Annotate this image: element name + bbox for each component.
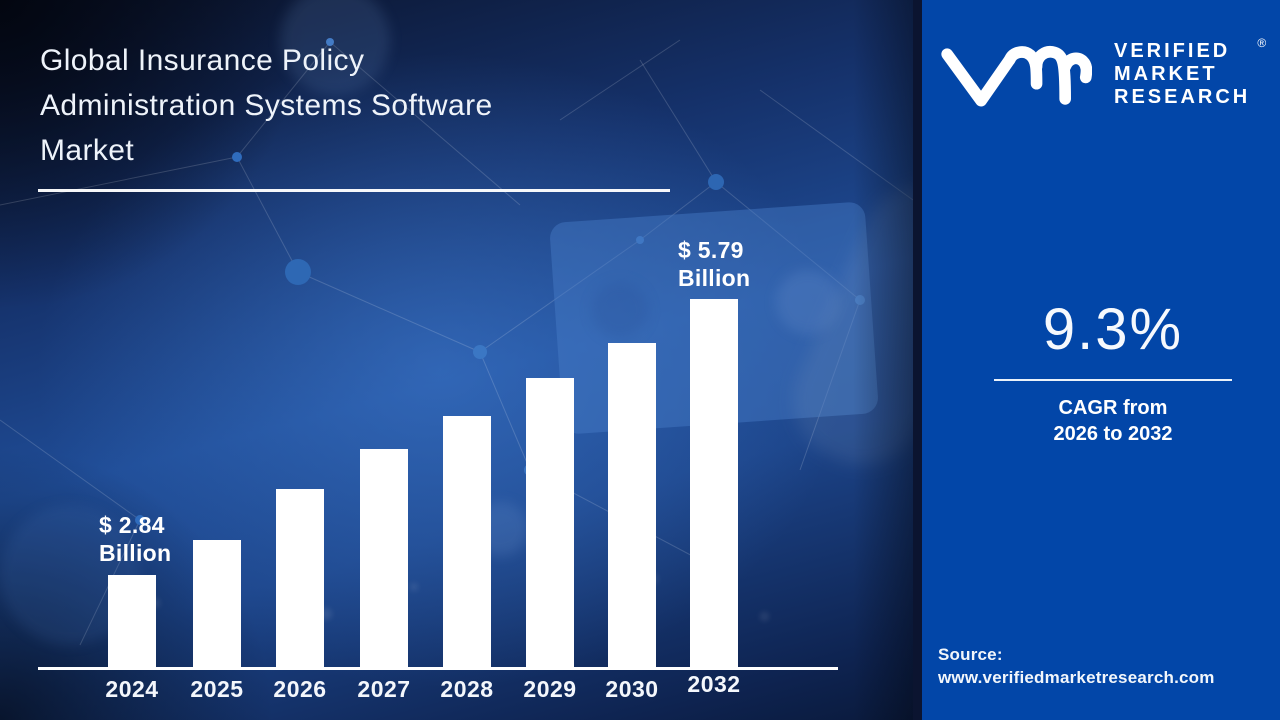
brand-word: RESEARCH xyxy=(1114,86,1251,108)
bar-2028 xyxy=(443,416,491,667)
brand-logo: VERIFIED MARKET RESEARCH ® xyxy=(940,36,1266,112)
x-axis-line xyxy=(38,667,838,670)
x-axis-label-2032: 2032 xyxy=(687,671,741,697)
x-axis-label-2026: 2026 xyxy=(273,676,327,702)
source-label: Source: xyxy=(938,645,1003,664)
page-title-line: Global Insurance Policy xyxy=(40,44,365,77)
bar-2029 xyxy=(526,378,574,667)
cagr-divider xyxy=(994,379,1232,381)
page-title-line: Market xyxy=(40,134,135,167)
x-axis-label-2025: 2025 xyxy=(190,676,244,702)
first-bar-value-amount: $ 2.84 xyxy=(99,512,165,538)
sidebar: VERIFIED MARKET RESEARCH ® 9.3% CAGR fro… xyxy=(913,0,1280,720)
bar-2024 xyxy=(108,575,156,667)
bokeh-dot xyxy=(410,583,418,591)
soft-circle-decoration xyxy=(280,0,390,95)
brand-wordmark: VERIFIED MARKET RESEARCH ® xyxy=(1114,36,1266,109)
x-axis-label-2029: 2029 xyxy=(523,676,577,702)
bar-2030 xyxy=(608,343,656,667)
bar-2032 xyxy=(690,299,738,667)
x-axis-label-2030: 2030 xyxy=(605,676,659,702)
cagr-caption-line: CAGR from xyxy=(1058,397,1168,419)
page-title: Global Insurance Policy Administration S… xyxy=(40,38,493,173)
last-bar-value-label: $ 5.79 Billion xyxy=(678,236,750,292)
title-underline xyxy=(38,189,670,192)
cagr-block: 9.3% CAGR from 2026 to 2032 xyxy=(946,296,1280,447)
brand-word: VERIFIED xyxy=(1114,40,1231,62)
source-url: www.verifiedmarketresearch.com xyxy=(938,668,1215,687)
brand-word: MARKET xyxy=(1114,63,1218,85)
cagr-value: 9.3% xyxy=(1042,297,1184,362)
first-bar-value-label: $ 2.84 Billion xyxy=(99,511,171,567)
registered-trademark-icon: ® xyxy=(1257,36,1267,50)
page-title-line: Administration Systems Software xyxy=(40,89,493,122)
bar-2025 xyxy=(193,540,241,667)
x-axis-label-2024: 2024 xyxy=(105,676,159,702)
soft-circle-decoration xyxy=(776,270,840,334)
cagr-caption: CAGR from 2026 to 2032 xyxy=(946,395,1280,447)
chart-panel: Global Insurance Policy Administration S… xyxy=(0,0,913,720)
last-bar-value-unit: Billion xyxy=(678,265,751,291)
soft-circle-decoration xyxy=(592,282,648,338)
last-bar-value-amount: $ 5.79 xyxy=(678,237,744,263)
source-block: Source: www.verifiedmarketresearch.com xyxy=(938,643,1215,689)
bokeh-dot xyxy=(760,612,769,621)
cagr-caption-line: 2026 to 2032 xyxy=(1053,423,1173,445)
first-bar-value-unit: Billion xyxy=(99,540,172,566)
vmr-monogram-icon xyxy=(941,46,1092,107)
x-axis-label-2028: 2028 xyxy=(440,676,494,702)
bar-2027 xyxy=(360,449,408,667)
bar-2026 xyxy=(276,489,324,667)
panel-edge-shade xyxy=(853,0,913,720)
x-axis-label-2027: 2027 xyxy=(357,676,411,702)
